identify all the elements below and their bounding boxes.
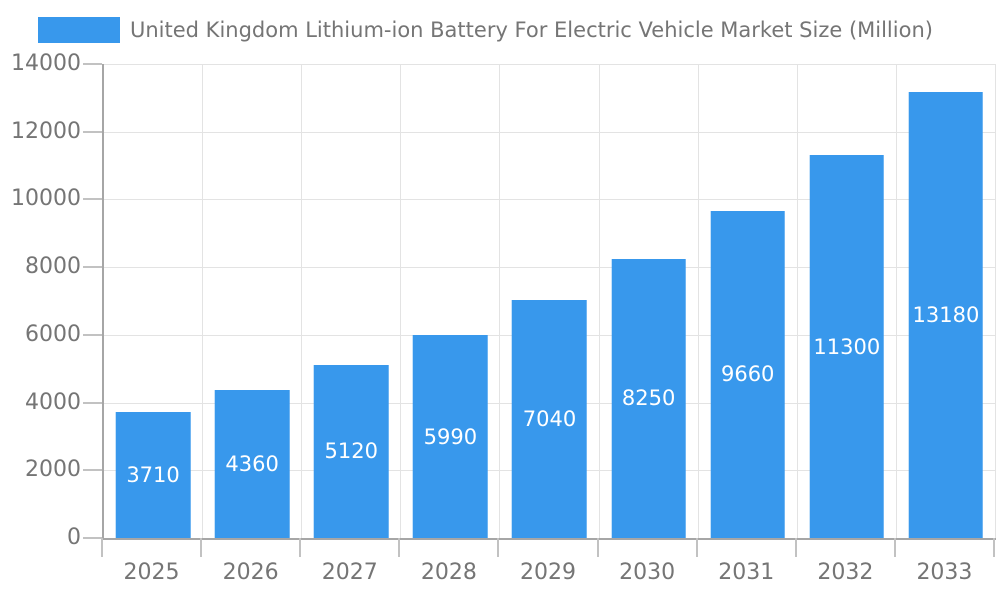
plot-area: 3710 4360 5120 5990 7040 8250 9660 11300 13180	[102, 64, 996, 540]
y-axis-tick	[83, 401, 102, 404]
y-axis-tick	[83, 266, 102, 269]
y-axis-label: 0	[67, 525, 81, 550]
bar-value-label: 11300	[813, 334, 881, 359]
bar-2031[interactable]: 9660	[710, 210, 785, 538]
bar-2032[interactable]: 11300	[809, 155, 885, 538]
bar-2028[interactable]: 5990	[413, 335, 488, 538]
x-axis-label: 2027	[321, 560, 378, 585]
bar-value-label: 13180	[912, 302, 980, 327]
bar-value-label: 4360	[225, 452, 279, 477]
x-axis-tick	[596, 538, 599, 557]
x-axis: 2025 2026 2027 2028 2029 2030 2031 2032 2033	[101, 538, 995, 600]
bar-column-2026: 4360	[203, 64, 303, 538]
y-axis-tick	[83, 333, 102, 336]
bar-value-label: 5990	[423, 424, 478, 449]
x-axis-label: 2029	[520, 560, 576, 585]
y-axis-label: 2000	[25, 457, 81, 483]
x-axis-label: 2026	[222, 560, 279, 585]
bar-2025[interactable]: 3710	[115, 412, 191, 538]
y-axis-label: 4000	[25, 389, 81, 415]
bar-column-2033: 13180	[897, 64, 996, 538]
h-gridline	[104, 64, 996, 65]
x-axis-label: 2032	[817, 560, 874, 585]
bar-2029[interactable]: 7040	[512, 299, 587, 538]
h-gridline	[104, 131, 996, 133]
x-axis-tick	[200, 538, 203, 557]
bar-value-label: 3710	[126, 463, 180, 488]
y-axis-tick	[83, 469, 102, 472]
x-axis-tick	[497, 538, 500, 557]
bar-column-2031: 9660	[699, 64, 798, 538]
x-axis-label: 2031	[718, 560, 775, 585]
x-axis-label: 2025	[123, 560, 180, 585]
legend[interactable]: United Kingdom Lithium-ion Battery For E…	[38, 16, 933, 44]
bar-column-2029: 7040	[500, 64, 600, 538]
x-axis-tick	[299, 538, 302, 557]
bar-series: 3710 4360 5120 5990 7040 8250 9660 11300 13180	[104, 64, 996, 538]
legend-series-label: United Kingdom Lithium-ion Battery For E…	[130, 18, 933, 42]
y-axis-label: 8000	[25, 254, 81, 280]
bar-2026[interactable]: 4360	[214, 390, 290, 538]
bar-column-2028: 5990	[401, 64, 501, 538]
y-axis: 0 2000 4000 6000 8000 10000 12000 14000	[0, 51, 102, 550]
bar-value-label: 8250	[621, 386, 676, 411]
h-gridline	[104, 199, 996, 201]
bar-value-label: 7040	[522, 406, 577, 431]
y-axis-label: 14000	[11, 51, 81, 76]
h-gridline	[104, 267, 996, 269]
x-axis-tick	[794, 538, 797, 557]
y-axis-tick	[83, 130, 102, 133]
bar-column-2027: 5120	[302, 64, 402, 538]
bar-column-2025: 3710	[104, 64, 204, 538]
bar-value-label: 5120	[324, 439, 378, 464]
y-axis-tick	[83, 63, 102, 65]
bar-2027[interactable]: 5120	[313, 364, 389, 538]
bar-2030[interactable]: 8250	[611, 258, 686, 538]
x-axis-tick	[398, 538, 401, 557]
x-axis-label: 2028	[420, 560, 477, 585]
x-axis-tick	[993, 538, 995, 557]
bar-value-label: 9660	[720, 362, 775, 387]
bar-column-2030: 8250	[600, 64, 699, 538]
bar-column-2032: 11300	[798, 64, 897, 538]
x-axis-label: 2033	[916, 560, 973, 585]
x-axis-tick	[893, 538, 896, 557]
y-axis-tick	[83, 198, 102, 201]
bar-2033[interactable]: 13180	[908, 91, 984, 538]
y-axis-label: 6000	[25, 321, 81, 347]
y-axis-label: 10000	[11, 186, 81, 212]
y-axis-label: 12000	[11, 118, 81, 144]
x-axis-label: 2030	[619, 560, 676, 585]
x-axis-tick	[695, 538, 698, 557]
y-axis-tick	[83, 537, 102, 539]
legend-swatch-icon	[38, 17, 120, 43]
x-axis-tick	[101, 538, 103, 557]
